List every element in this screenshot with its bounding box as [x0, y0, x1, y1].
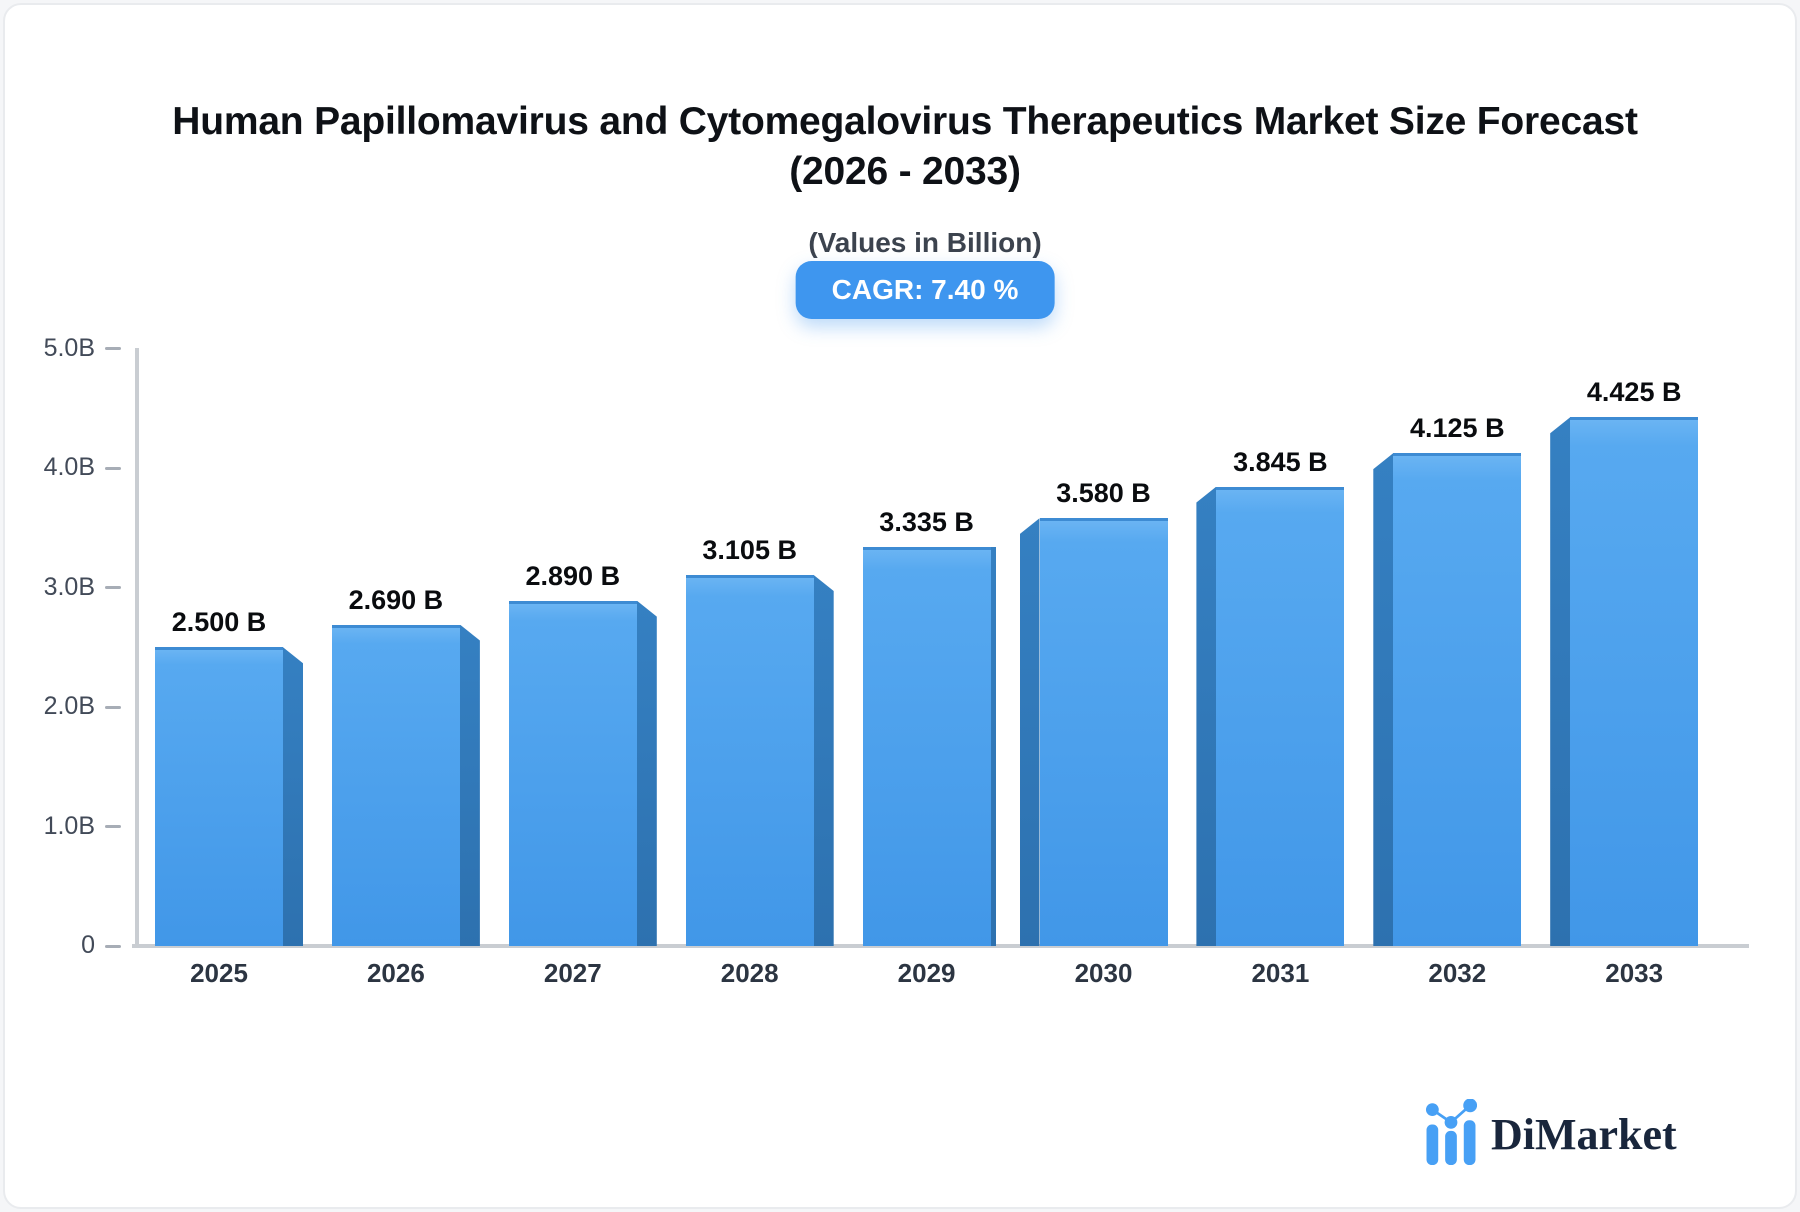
- bar-value-label: 4.425 B: [1586, 377, 1682, 408]
- bar-face: [1039, 518, 1168, 946]
- bar-face: [685, 574, 814, 946]
- chart-card: Human Papillomavirus and Cytomegalovirus…: [3, 3, 1797, 1209]
- bar-value-label: 2.500 B: [171, 607, 267, 638]
- bar-face: [1393, 453, 1522, 946]
- bar-3d-side-face: [1019, 518, 1040, 946]
- bar-face: [508, 600, 637, 946]
- bar-2029: 3.335 B: [862, 507, 996, 946]
- bar-value-label: 4.125 B: [1410, 413, 1505, 444]
- bar-2025: 2.500 B: [155, 607, 303, 946]
- x-axis-label-2025: 2025: [190, 958, 248, 988]
- y-tick-mark: [105, 347, 121, 350]
- x-axis-baseline: [132, 944, 1749, 948]
- x-axis-label-2031: 2031: [1251, 958, 1310, 988]
- x-axis-label-2028: 2028: [720, 958, 779, 988]
- x-axis-label-2032: 2032: [1428, 958, 1487, 988]
- bar-2032: 4.125 B: [1373, 413, 1522, 946]
- bar-value-label: 3.335 B: [879, 507, 974, 538]
- bar-2030: 3.580 B: [1019, 478, 1168, 946]
- bar-face: [155, 647, 283, 946]
- bar-3d-side-face: [459, 624, 480, 946]
- bar-chart: 5.0B 4.0B 3.0B 2.0B 1.0B 0 2.500 B 2025 2.690 B 2…: [5, 5, 1795, 1207]
- chart-title-line1: Human Papillomavirus and Cytomegalovirus…: [172, 100, 1638, 143]
- bar-3d-side-face: [1550, 417, 1571, 946]
- bar-2033: 4.425 B: [1550, 377, 1699, 946]
- bar-face: [1216, 486, 1345, 946]
- y-tick-label: 5.0B: [43, 333, 95, 362]
- y-tick-label: 1.0B: [43, 811, 95, 840]
- bar-2031: 3.845 B: [1196, 447, 1345, 946]
- x-axis-label-2030: 2030: [1074, 958, 1133, 988]
- y-tick-label: 4.0B: [43, 453, 95, 481]
- bar-3d-side-face: [1373, 453, 1394, 946]
- bar-face: [1570, 417, 1699, 946]
- bar-3d-side-face: [283, 647, 303, 946]
- bar-2026: 2.690 B: [331, 585, 480, 946]
- bar-value-label: 2.890 B: [525, 560, 621, 591]
- y-tick-mark: [105, 586, 121, 589]
- y-tick-mark: [105, 825, 121, 828]
- x-axis-label-2029: 2029: [897, 958, 956, 988]
- bar-face: [331, 624, 460, 946]
- dimarket-logo: DiMarket: [1425, 1098, 1677, 1170]
- bar-2028: 3.105 B: [685, 535, 834, 946]
- chart-title: Human Papillomavirus and Cytomegalovirus…: [5, 97, 1800, 197]
- y-tick-label: 3.0B: [43, 572, 95, 601]
- cagr-badge: CAGR: 7.40 %: [795, 261, 1055, 319]
- x-axis-label-2027: 2027: [543, 958, 602, 988]
- logo-text: DiMarket: [1491, 1110, 1677, 1159]
- bar-value-label: 3.105 B: [702, 534, 797, 565]
- bar-2027: 2.890 B: [508, 561, 657, 946]
- x-axis-label-2026: 2026: [366, 958, 425, 988]
- y-tick-mark: [105, 466, 121, 470]
- bar-3d-side-face: [990, 547, 996, 946]
- y-tick-mark: [105, 705, 121, 709]
- chart-title-line2: (2026 - 2033): [789, 150, 1021, 193]
- bar-value-label: 2.690 B: [348, 584, 444, 615]
- bar-value-label: 3.845 B: [1233, 446, 1328, 477]
- y-tick-label: 2.0B: [43, 692, 95, 720]
- bar-face: [862, 547, 991, 946]
- bar-3d-side-face: [636, 600, 657, 946]
- bar-line-chart-icon: [1425, 1098, 1478, 1170]
- bar-value-label: 3.580 B: [1056, 478, 1151, 509]
- bar-3d-side-face: [1196, 486, 1217, 946]
- y-tick-mark: [105, 944, 121, 948]
- y-axis-line: [135, 348, 139, 946]
- bar-3d-side-face: [813, 574, 834, 946]
- chart-subtitle: (Values in Billion): [808, 227, 1042, 258]
- y-tick-label: 0: [81, 931, 95, 959]
- x-axis-label-2033: 2033: [1605, 958, 1664, 988]
